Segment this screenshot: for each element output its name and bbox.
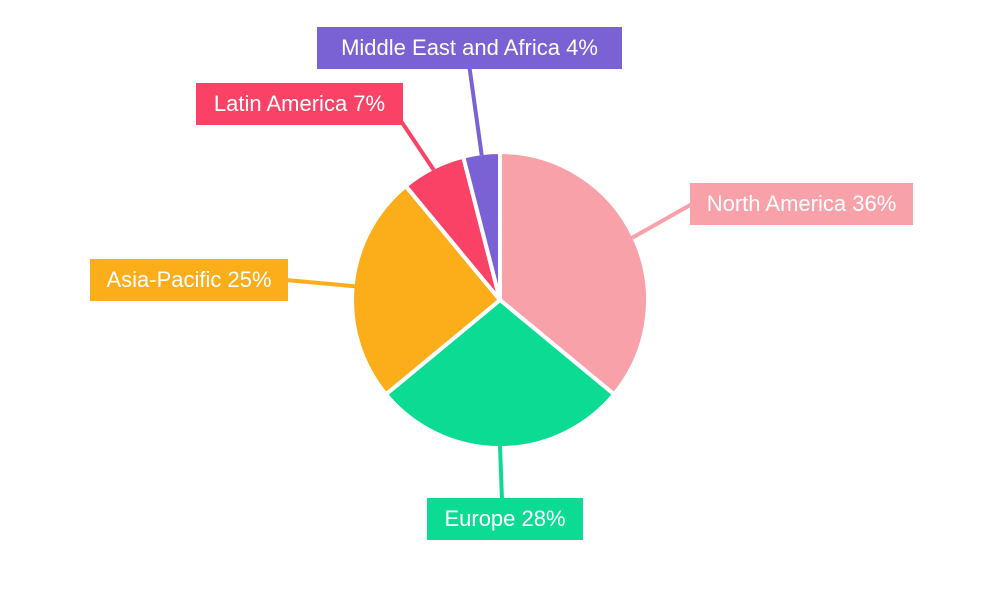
label-latin-america: Latin America 7% bbox=[196, 83, 403, 125]
label-middle-east-and-africa: Middle East and Africa 4% bbox=[317, 27, 622, 69]
leader-line-north-america bbox=[631, 202, 693, 240]
leader-line-middle-east-and-africa bbox=[467, 63, 484, 156]
label-asia-pacific: Asia-Pacific 25% bbox=[90, 259, 288, 301]
leader-line-asia-pacific bbox=[285, 278, 355, 289]
label-north-america: North America 36% bbox=[690, 183, 913, 225]
leader-line-latin-america bbox=[399, 119, 436, 172]
leader-line-europe bbox=[498, 445, 504, 501]
leader-lines-group bbox=[285, 63, 693, 501]
pie-slices-group bbox=[350, 150, 650, 451]
label-europe: Europe 28% bbox=[427, 498, 583, 540]
